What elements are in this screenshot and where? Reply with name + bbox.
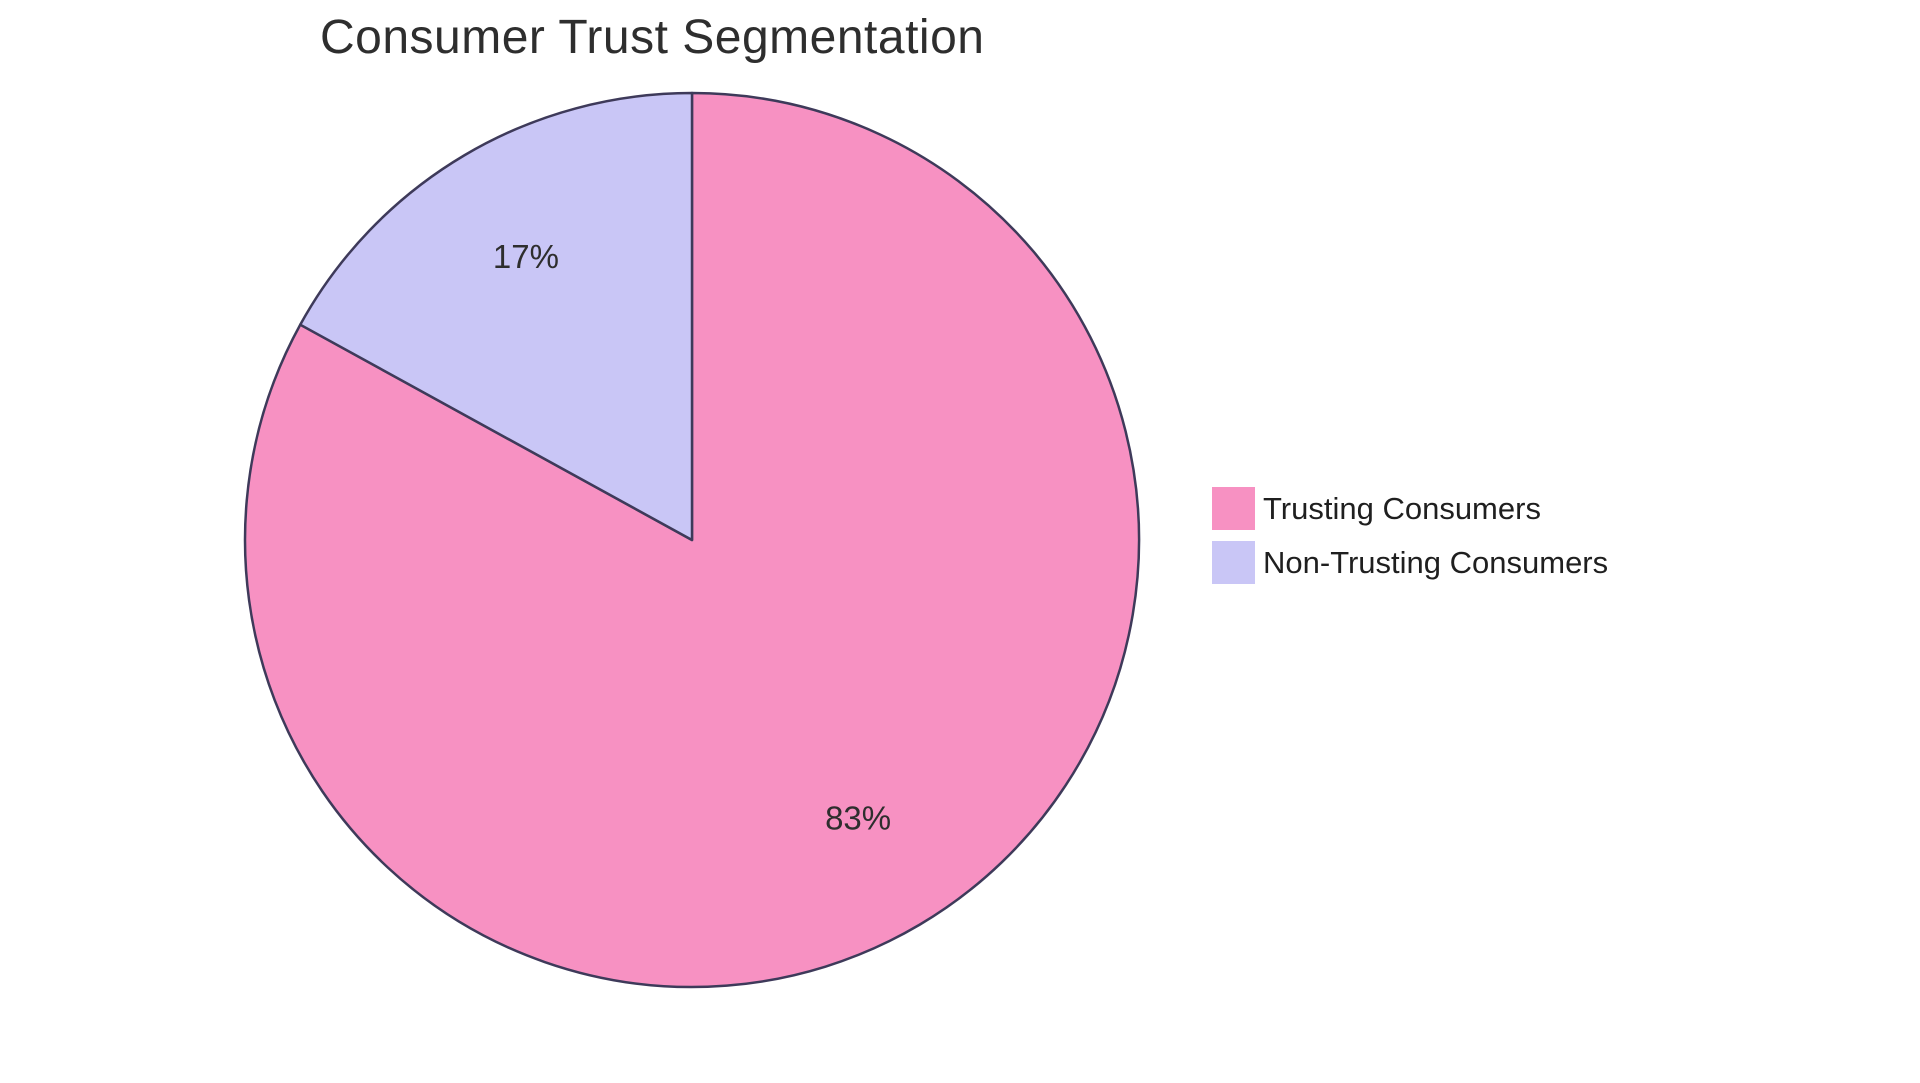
legend-item: Non-Trusting Consumers <box>1212 541 1608 584</box>
legend-item: Trusting Consumers <box>1212 487 1608 530</box>
legend-swatch <box>1212 487 1255 530</box>
legend: Trusting Consumers Non-Trusting Consumers <box>1212 487 1608 584</box>
pie-slice-1 <box>299 91 694 542</box>
chart-title: Consumer Trust Segmentation <box>320 11 985 64</box>
slice-percent-label: 17% <box>493 238 559 275</box>
legend-label: Non-Trusting Consumers <box>1263 544 1609 580</box>
slice-percent-label: 83% <box>825 800 891 837</box>
legend-label: Trusting Consumers <box>1263 490 1541 526</box>
legend-swatch <box>1212 541 1255 584</box>
